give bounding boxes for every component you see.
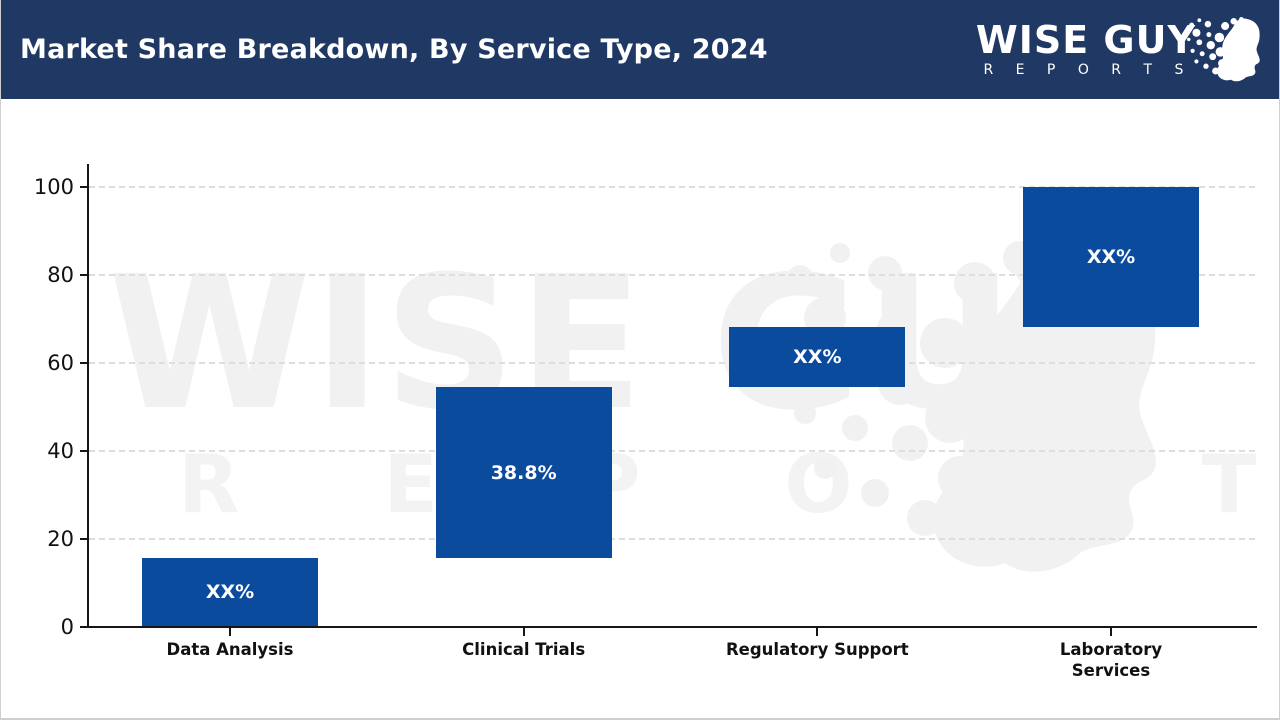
x-tick-label: Laboratory Services	[1059, 640, 1163, 680]
x-tick-label: Regulatory Support	[725, 640, 909, 659]
y-tick-mark	[80, 186, 88, 188]
bar-regulatory-support: XX%	[729, 326, 906, 388]
page-title: Market Share Breakdown, By Service Type,…	[20, 34, 768, 65]
y-gridline	[89, 274, 1255, 276]
y-tick-label: 20	[47, 527, 74, 551]
bar-value-label: XX%	[205, 581, 255, 604]
y-tick-label: 60	[47, 351, 74, 375]
x-tick-label: Clinical Trials	[462, 640, 586, 659]
bar-value-label: XX%	[793, 346, 842, 369]
logo-text: WISE GUY R E P O R T S	[976, 20, 1196, 78]
x-axis-line	[87, 626, 1257, 628]
y-tick-label: 100	[33, 175, 74, 199]
header: Market Share Breakdown, By Service Type,…	[0, 0, 1280, 99]
y-tick-label: 40	[47, 439, 74, 463]
y-gridline	[89, 186, 1255, 188]
y-gridline	[89, 538, 1255, 540]
y-tick-mark	[80, 538, 88, 540]
y-gridline	[89, 362, 1255, 364]
y-gridline	[89, 450, 1255, 452]
x-tick-label: Data Analysis	[166, 640, 294, 659]
logo-subtext: R E P O R T S	[983, 62, 1193, 78]
y-tick-mark	[80, 626, 88, 628]
bar-data-analysis: XX%	[142, 557, 318, 627]
logo-wordmark: WISE GUY	[975, 18, 1196, 62]
x-tick-mark	[1110, 628, 1112, 636]
x-tick-mark	[816, 628, 819, 636]
bar-value-label: XX%	[1086, 245, 1136, 268]
bar-laboratory: XX%	[1023, 187, 1199, 327]
wiseguy-logo: WISE GUY R E P O R T S	[976, 6, 1272, 92]
bar-clinical-trials: 38.8%	[435, 387, 612, 558]
y-tick-mark	[80, 274, 88, 276]
y-tick-mark	[80, 450, 88, 452]
y-tick-label: 80	[47, 263, 74, 287]
y-tick-mark	[80, 362, 88, 364]
logo-face-icon	[1187, 17, 1260, 82]
y-tick-label: 0	[60, 615, 74, 639]
x-tick-mark	[229, 628, 231, 636]
bar-value-label: 38.8%	[490, 461, 557, 484]
x-tick-mark	[522, 628, 525, 636]
y-axis-line	[87, 164, 89, 628]
